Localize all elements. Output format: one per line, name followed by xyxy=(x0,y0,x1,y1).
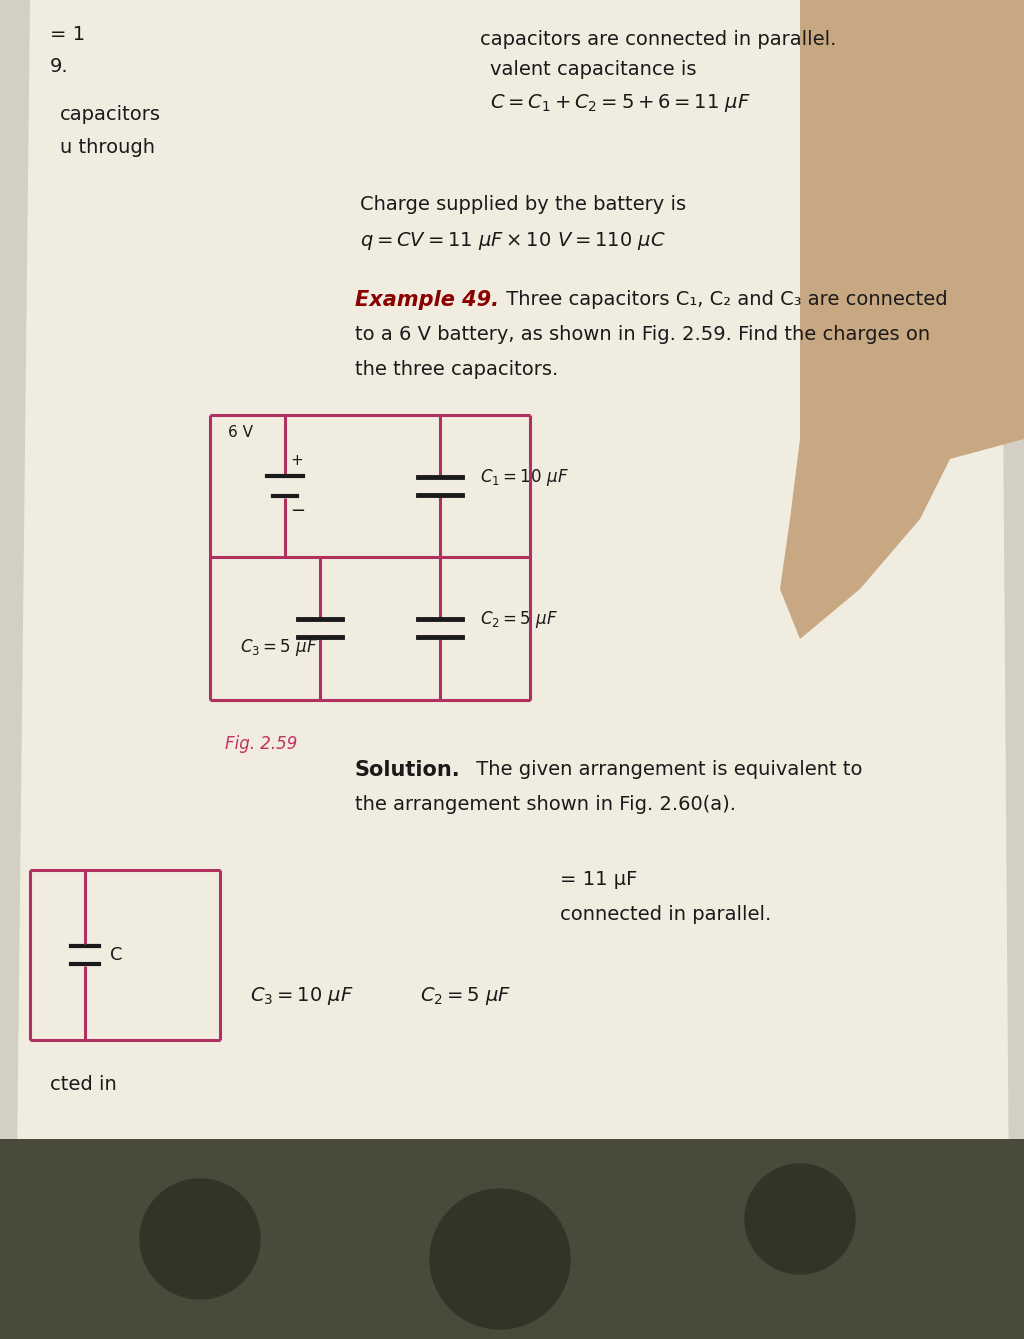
Text: = 1: = 1 xyxy=(50,25,85,44)
Circle shape xyxy=(140,1180,260,1299)
Text: 6 V: 6 V xyxy=(228,424,253,441)
Text: −: − xyxy=(290,502,305,520)
Text: The given arrangement is equivalent to: The given arrangement is equivalent to xyxy=(470,761,862,779)
Text: 9.: 9. xyxy=(50,58,69,76)
Text: $C_2 = 5\ \mu F$: $C_2 = 5\ \mu F$ xyxy=(480,609,558,631)
Text: Example 49.: Example 49. xyxy=(355,291,499,311)
Text: $C = C_1 + C_2 = 5 + 6 = 11\ \mu F$: $C = C_1 + C_2 = 5 + 6 = 11\ \mu F$ xyxy=(490,92,751,114)
Text: $C_3 = 10\ \mu F$: $C_3 = 10\ \mu F$ xyxy=(250,986,353,1007)
Text: to a 6 V battery, as shown in Fig. 2.59. Find the charges on: to a 6 V battery, as shown in Fig. 2.59.… xyxy=(355,325,930,344)
Text: connected in parallel.: connected in parallel. xyxy=(560,905,771,924)
Text: capacitors: capacitors xyxy=(60,104,161,125)
Circle shape xyxy=(745,1164,855,1273)
Polygon shape xyxy=(15,0,1010,1339)
Text: Fig. 2.59: Fig. 2.59 xyxy=(225,735,297,753)
Text: Charge supplied by the battery is: Charge supplied by the battery is xyxy=(360,195,686,214)
Text: C: C xyxy=(110,945,123,964)
Circle shape xyxy=(430,1189,570,1330)
Text: $C_1 = 10\ \mu F$: $C_1 = 10\ \mu F$ xyxy=(480,467,568,489)
Text: +: + xyxy=(290,453,303,469)
Polygon shape xyxy=(0,1139,1024,1339)
Text: $C_2 = 5\ \mu F$: $C_2 = 5\ \mu F$ xyxy=(420,986,511,1007)
Text: the three capacitors.: the three capacitors. xyxy=(355,360,558,379)
Text: capacitors are connected in parallel.: capacitors are connected in parallel. xyxy=(480,29,837,50)
Text: the arrangement shown in Fig. 2.60(a).: the arrangement shown in Fig. 2.60(a). xyxy=(355,795,736,814)
Text: $C_3 = 5\ \mu F$: $C_3 = 5\ \mu F$ xyxy=(240,637,318,659)
Text: cted in: cted in xyxy=(50,1075,117,1094)
Text: Three capacitors C₁, C₂ and C₃ are connected: Three capacitors C₁, C₂ and C₃ are conne… xyxy=(500,291,947,309)
Text: $q = CV = 11\ \mu F \times 10\ V = 110\ \mu C$: $q = CV = 11\ \mu F \times 10\ V = 110\ … xyxy=(360,230,666,252)
Text: u through: u through xyxy=(60,138,155,157)
Text: = 11 μF: = 11 μF xyxy=(560,870,637,889)
Text: Solution.: Solution. xyxy=(355,761,461,781)
Text: valent capacitance is: valent capacitance is xyxy=(490,60,696,79)
Polygon shape xyxy=(780,0,1024,639)
